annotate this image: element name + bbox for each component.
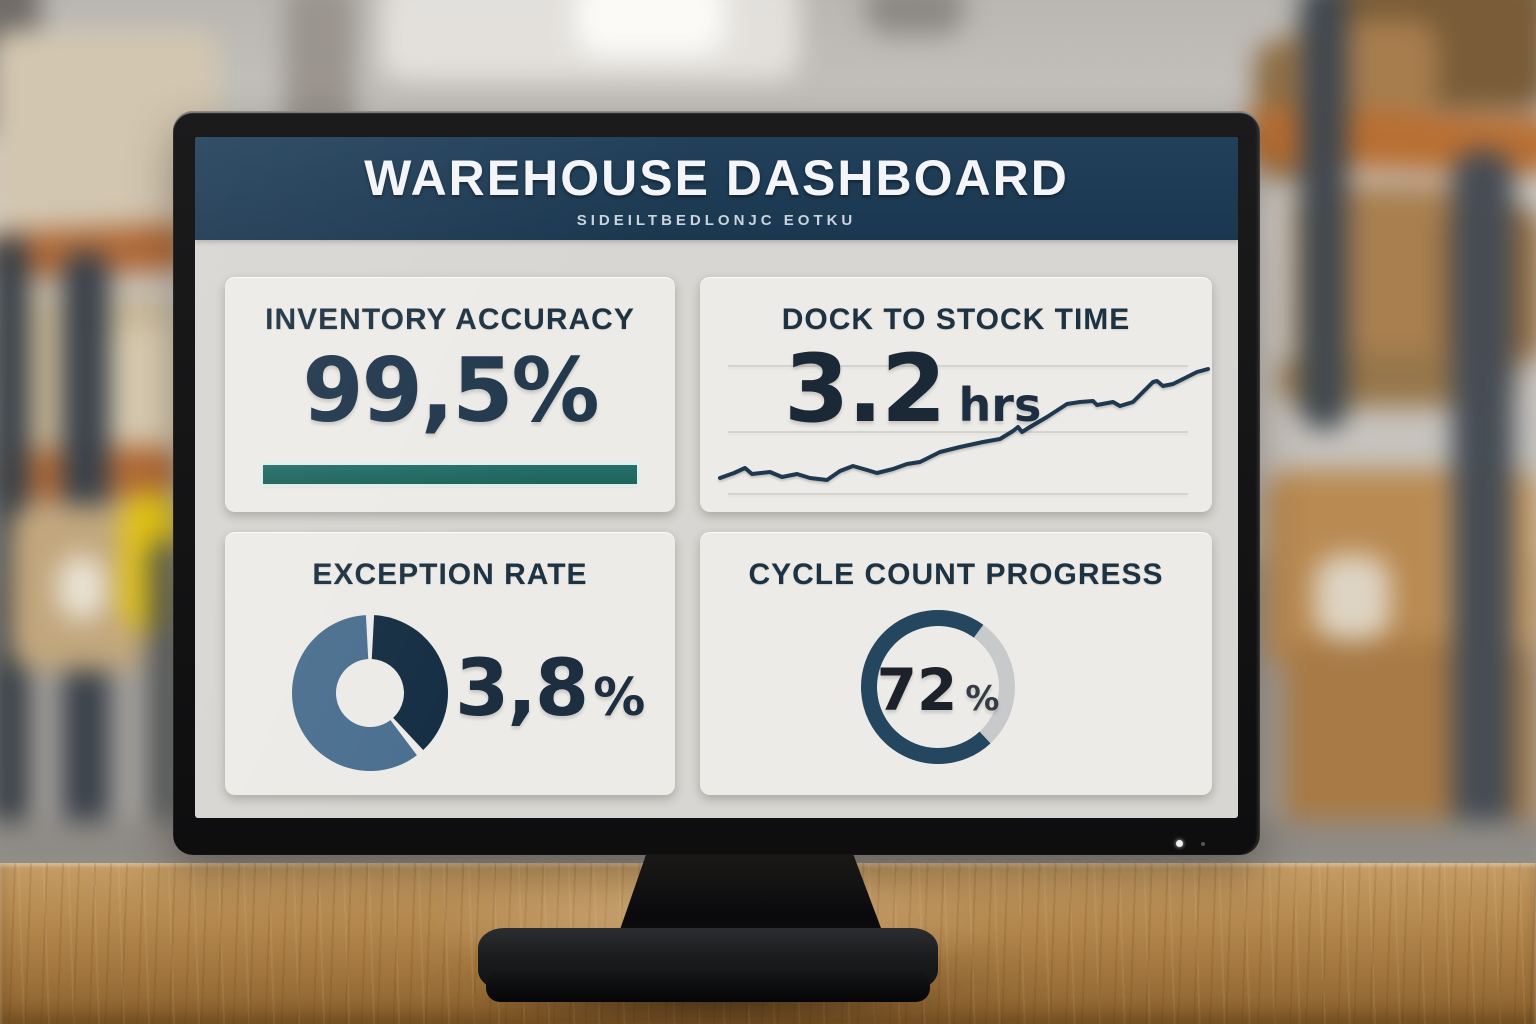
dock-value-unit: hrs — [958, 378, 1042, 432]
monitor: WAREHOUSE DASHBOARD SIDEILTBEDLONJC EOTK… — [173, 111, 1260, 855]
bg-ceiling-light — [575, 0, 725, 55]
card-inventory-accuracy: INVENTORY ACCURACY 99,5% — [225, 277, 675, 512]
cycle-value-unit: % — [965, 679, 1000, 719]
card-title: INVENTORY ACCURACY — [265, 303, 635, 336]
page-title: WAREHOUSE DASHBOARD — [364, 150, 1069, 206]
dock-value-number: 3.2 — [784, 335, 947, 444]
bg-right-shelf-upright-2 — [1452, 150, 1514, 880]
page-subtitle: SIDEILTBEDLONJC EOTKU — [576, 212, 857, 229]
bg-right-box-label — [1315, 555, 1390, 640]
card-exception-rate: EXCEPTION RATE 3,8 % — [225, 532, 675, 795]
cycle-value-number: 72 — [876, 656, 958, 724]
exception-value-number: 3,8 — [455, 644, 589, 734]
power-led-icon — [1176, 840, 1183, 847]
monitor-stand-base-edge — [486, 972, 930, 1002]
donut-light-segment — [292, 615, 417, 771]
dock-to-stock-value: 3.2 hrs — [784, 335, 1041, 444]
dashboard-header: WAREHOUSE DASHBOARD SIDEILTBEDLONJC EOTK… — [195, 137, 1238, 240]
bg-left-box-label — [58, 555, 106, 620]
bg-right-shelf-upright-1 — [1300, 0, 1348, 430]
card-dock-to-stock: DOCK TO STOCK TIME 3.2 hrs — [700, 277, 1212, 512]
inventory-accuracy-value: 99,5% — [302, 339, 599, 442]
exception-rate-value: 3,8 % — [455, 644, 645, 734]
bg-ceiling-fixture — [865, 0, 965, 35]
cycle-count-value: 72 % — [877, 656, 1000, 724]
dashboard-screen: WAREHOUSE DASHBOARD SIDEILTBEDLONJC EOTK… — [195, 137, 1238, 818]
accuracy-bar-indicator — [263, 465, 637, 484]
donut-dark-segment — [371, 615, 448, 751]
card-cycle-count-progress: CYCLE COUNT PROGRESS 72 % — [700, 532, 1212, 795]
card-title: DOCK TO STOCK TIME — [781, 303, 1131, 336]
secondary-led-icon — [1201, 842, 1205, 846]
exception-value-unit: % — [593, 668, 646, 728]
card-title: EXCEPTION RATE — [312, 558, 588, 591]
card-title: CYCLE COUNT PROGRESS — [748, 558, 1164, 591]
